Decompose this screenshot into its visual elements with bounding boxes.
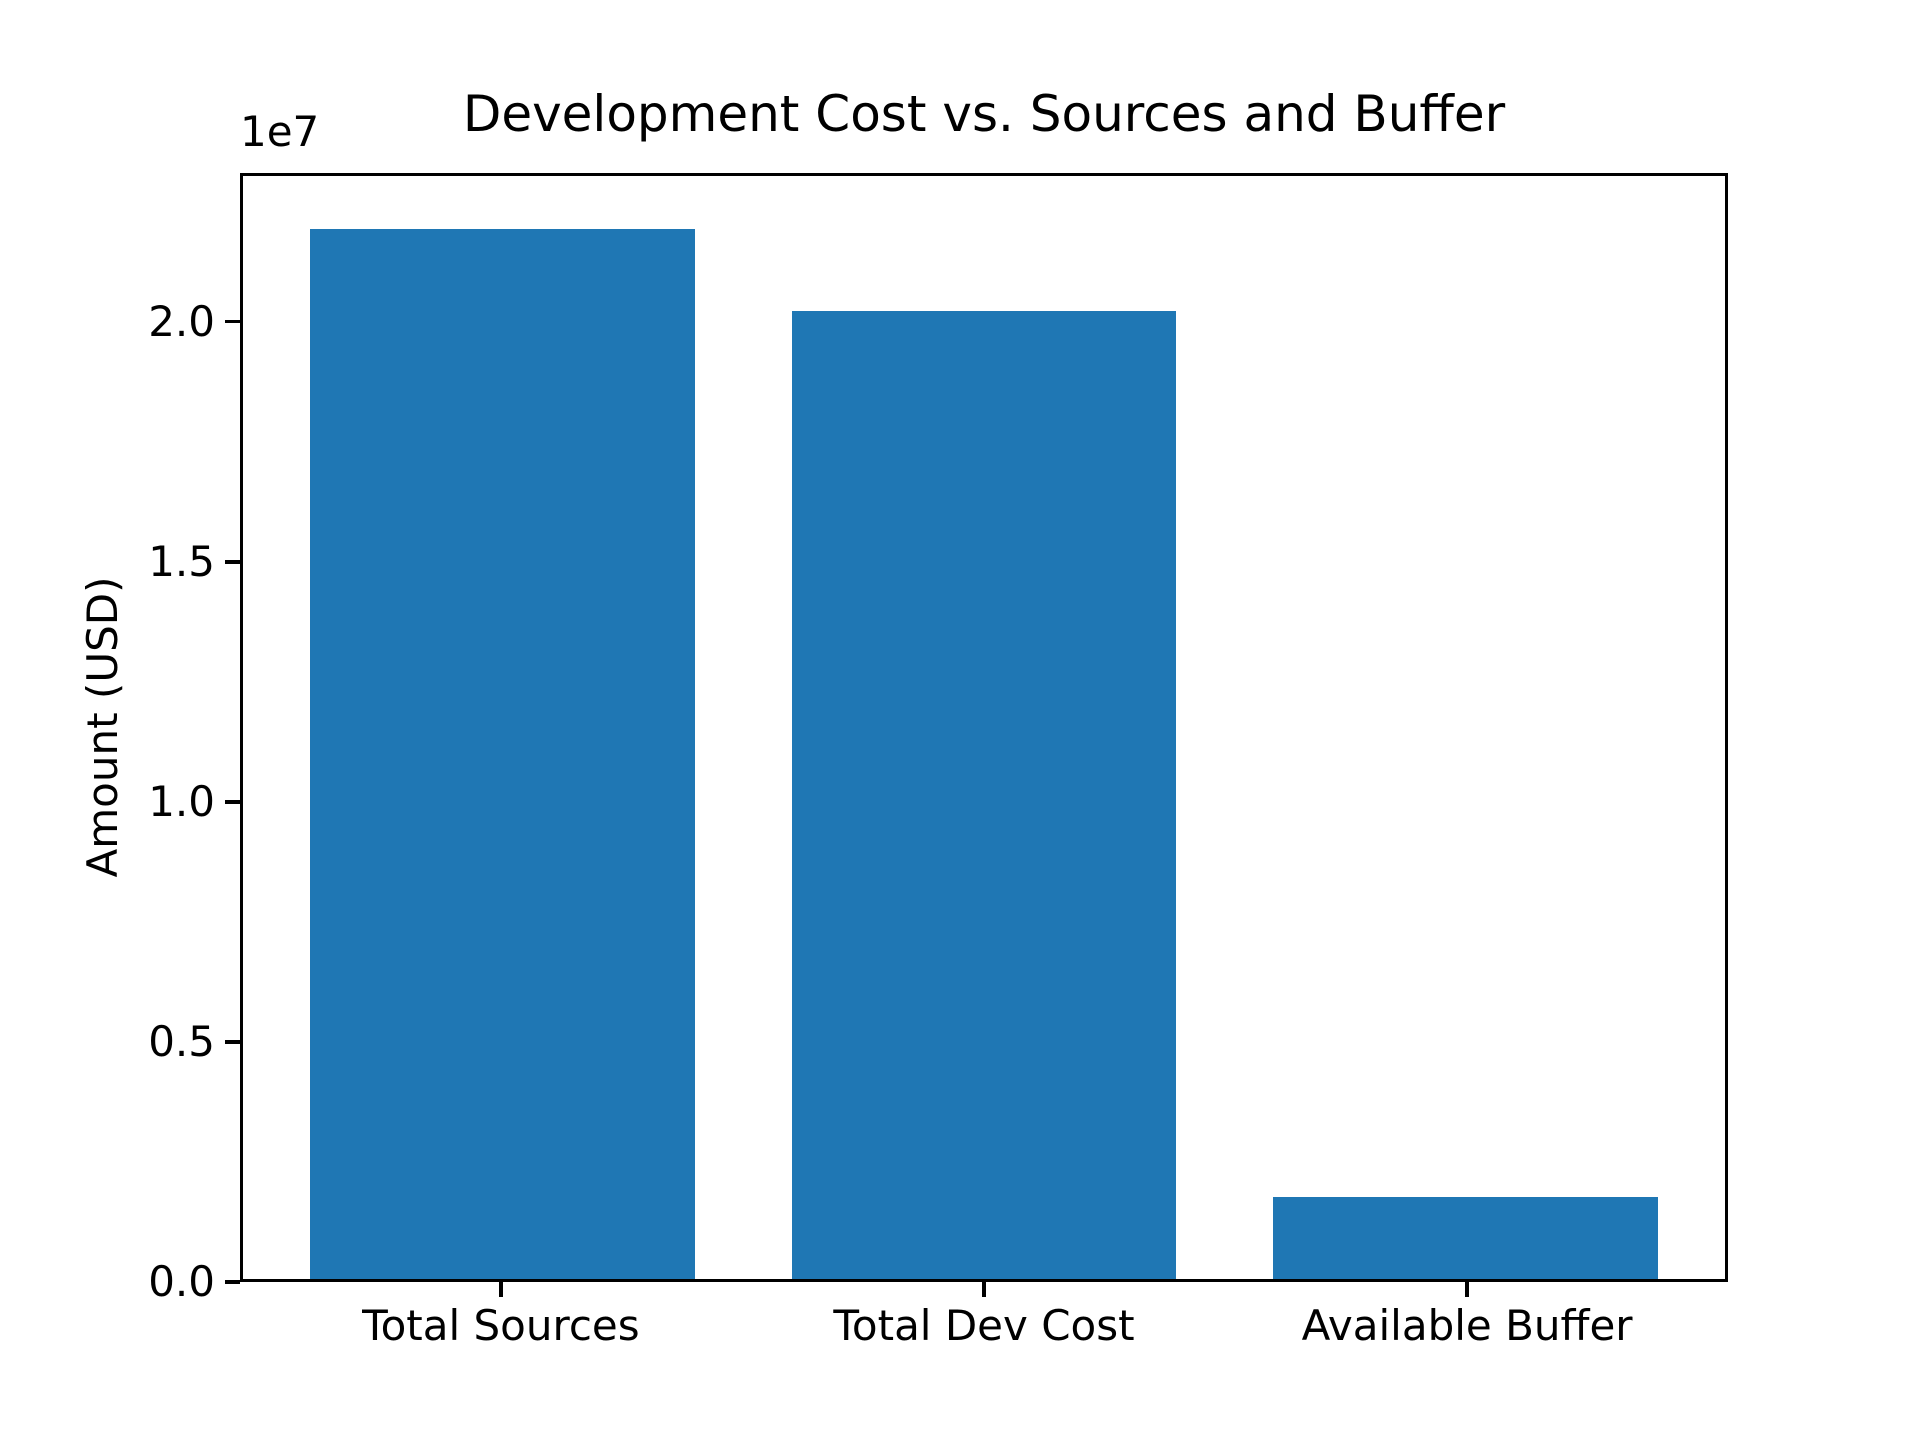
- y-tick-label: 2.0: [148, 296, 215, 346]
- x-tick-label-available-buffer: Available Buffer: [1301, 1301, 1633, 1350]
- bar-total-dev-cost: [791, 310, 1177, 1279]
- x-tick-label-total-dev-cost: Total Dev Cost: [833, 1301, 1135, 1350]
- y-tick-mark: [225, 1040, 240, 1044]
- x-tick-mark: [1465, 1282, 1469, 1297]
- y-axis-label: Amount (USD): [78, 576, 127, 878]
- y-axis-offset-text: 1e7: [240, 107, 320, 156]
- y-tick-mark: [225, 560, 240, 564]
- plot-area: [240, 173, 1728, 1282]
- bar-total-sources: [310, 228, 696, 1279]
- y-tick-label: 0.5: [148, 1016, 215, 1066]
- x-tick-mark: [982, 1282, 986, 1297]
- y-tick-label: 1.5: [148, 536, 215, 586]
- y-tick-label: 1.0: [148, 776, 215, 826]
- chart-title: Development Cost vs. Sources and Buffer: [462, 85, 1506, 143]
- x-tick-label-total-sources: Total Sources: [362, 1301, 640, 1350]
- y-tick-label: 0.0: [148, 1257, 215, 1306]
- y-tick-mark: [225, 1280, 240, 1284]
- bar-available-buffer: [1272, 1196, 1658, 1279]
- y-tick-mark: [225, 320, 240, 324]
- y-tick-mark: [225, 800, 240, 804]
- x-tick-mark: [499, 1282, 503, 1297]
